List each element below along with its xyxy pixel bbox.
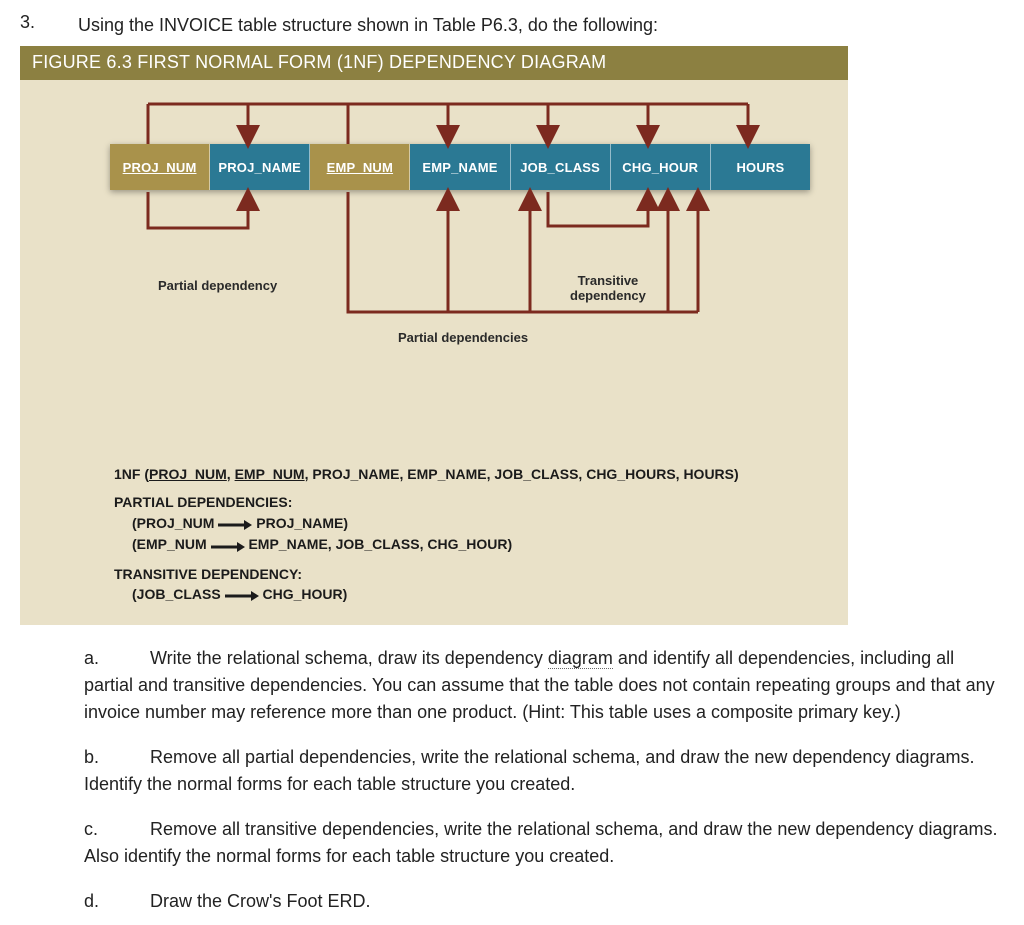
subpart-c: c.Remove all transitive dependencies, wr… [84, 816, 1000, 870]
question-number: 3. [20, 12, 78, 38]
a-txt-underlined: diagram [548, 648, 613, 669]
subpart-b: b.Remove all partial dependencies, write… [84, 744, 1000, 798]
subpart-a: a.Write the relational schema, draw its … [84, 645, 1000, 726]
schema-1nf-prefix: 1NF ( [114, 466, 149, 482]
label-transitive-dependency: Transitive dependency [570, 274, 646, 304]
subpart-c-label: c. [84, 816, 150, 843]
question-row: 3. Using the INVOICE table structure sho… [20, 12, 1014, 38]
pd2-left: (EMP_NUM [132, 536, 207, 552]
dependency-arrows [20, 80, 840, 346]
schema-1nf-rest: , PROJ_NAME, EMP_NAME, JOB_CLASS, CHG_HO… [305, 466, 739, 482]
label-partial-dependency: Partial dependency [158, 278, 277, 293]
pd1-right: PROJ_NAME) [256, 515, 348, 531]
subpart-d-text: Draw the Crow's Foot ERD. [150, 891, 371, 911]
attribute-cell: PROJ_NUM [110, 144, 210, 190]
partial-dep-header: PARTIAL DEPENDENCIES: [114, 492, 836, 512]
transitive-dep-1: (JOB_CLASS CHG_HOUR) [132, 584, 836, 605]
partial-dep-2: (EMP_NUM EMP_NAME, JOB_CLASS, CHG_HOUR) [132, 534, 836, 555]
schema-1nf-sep1: , [227, 466, 235, 482]
schema-1nf-key2: EMP_NUM [235, 466, 305, 482]
figure-header: FIGURE 6.3 FIRST NORMAL FORM (1NF) DEPEN… [20, 46, 848, 80]
attribute-label: HOURS [736, 160, 784, 175]
attribute-strip: PROJ_NUM PROJ_NAME EMP_NUM EMP_NAME JOB_CLAS… [110, 144, 810, 190]
transitive-dep-header: TRANSITIVE DEPENDENCY: [114, 564, 836, 584]
attribute-label: CHG_HOUR [622, 160, 698, 175]
label-transitive-line1: Transitive [578, 273, 639, 288]
arrow-icon [211, 535, 245, 555]
subpart-c-text: Remove all transitive dependencies, writ… [84, 819, 997, 866]
subpart-b-text: Remove all partial dependencies, write t… [84, 747, 974, 794]
schema-1nf-key1: PROJ_NUM [149, 466, 227, 482]
attribute-cell: JOB_CLASS [511, 144, 611, 190]
attribute-cell: CHG_HOUR [611, 144, 711, 190]
td-right: CHG_HOUR) [262, 586, 347, 602]
arrow-icon [218, 514, 252, 534]
subpart-d: d.Draw the Crow's Foot ERD. [84, 888, 1000, 915]
attribute-label: PROJ_NAME [218, 160, 301, 175]
schema-block: 1NF (PROJ_NUM, EMP_NUM, PROJ_NAME, EMP_N… [114, 464, 836, 605]
attribute-cell: HOURS [711, 144, 810, 190]
arrow-icon [225, 585, 259, 605]
figure-body: PROJ_NUM PROJ_NAME EMP_NUM EMP_NAME JOB_CLAS… [20, 80, 848, 613]
attribute-label: EMP_NUM [327, 160, 393, 175]
label-partial-dependencies: Partial dependencies [398, 330, 528, 345]
pd2-right: EMP_NAME, JOB_CLASS, CHG_HOUR) [248, 536, 512, 552]
attribute-label: EMP_NAME [422, 160, 497, 175]
td-left: (JOB_CLASS [132, 586, 221, 602]
label-transitive-line2: dependency [570, 288, 646, 303]
attribute-cell: EMP_NUM [310, 144, 410, 190]
a-txt1: Write the relational schema, draw its de… [150, 648, 548, 668]
attribute-label: PROJ_NUM [123, 160, 197, 175]
attribute-cell: PROJ_NAME [210, 144, 310, 190]
pd1-left: (PROJ_NUM [132, 515, 214, 531]
subpart-d-label: d. [84, 888, 150, 915]
attribute-label: JOB_CLASS [520, 160, 600, 175]
subpart-a-label: a. [84, 645, 150, 672]
partial-dep-1: (PROJ_NUM PROJ_NAME) [132, 513, 836, 534]
schema-1nf-line: 1NF (PROJ_NUM, EMP_NUM, PROJ_NAME, EMP_N… [114, 464, 836, 484]
question-text: Using the INVOICE table structure shown … [78, 12, 1014, 38]
subpart-b-label: b. [84, 744, 150, 771]
figure-6-3: FIGURE 6.3 FIRST NORMAL FORM (1NF) DEPEN… [20, 46, 848, 625]
attribute-cell: EMP_NAME [410, 144, 510, 190]
